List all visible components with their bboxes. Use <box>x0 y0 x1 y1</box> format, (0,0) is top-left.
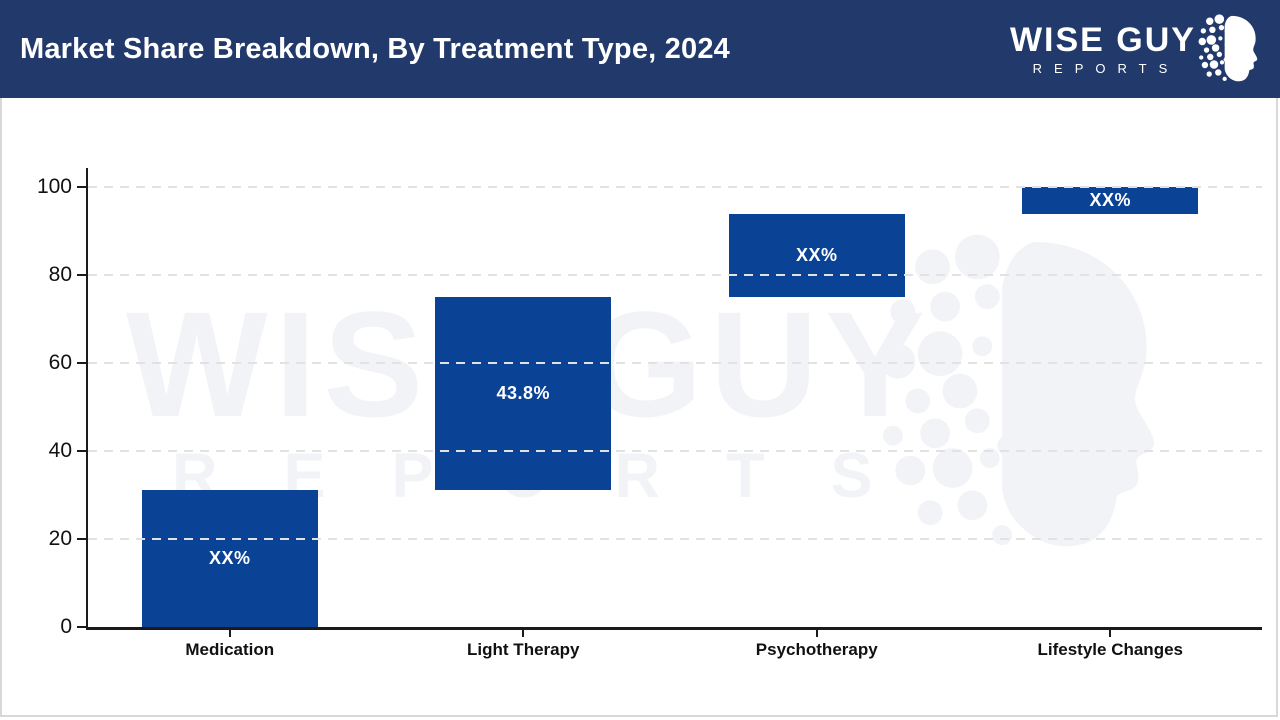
x-tickmark-4 <box>1109 630 1112 637</box>
x-tick-label-psychotherapy: Psychotherapy <box>755 640 878 659</box>
wiseguy-logo: WISE GUY REPORTS <box>1010 10 1262 88</box>
bar-lifestyle-changes: XX% <box>1022 187 1199 214</box>
y-tick-label-20: 20 <box>48 527 72 550</box>
page-title: Market Share Breakdown, By Treatment Typ… <box>20 32 730 65</box>
y-tickmark-0 <box>77 626 86 628</box>
y-tick-label-0: 0 <box>60 615 72 638</box>
bar-medication: XX% <box>141 489 318 627</box>
y-tick-label-100: 100 <box>36 175 72 198</box>
y-tickmark-40 <box>77 450 86 452</box>
wiseguy-head-icon <box>1198 14 1258 82</box>
x-tickmark-3 <box>815 630 818 637</box>
bar-value-label: XX% <box>1089 189 1132 210</box>
x-tick-label-light-therapy: Light Therapy <box>467 640 580 659</box>
logo-text: WISE GUY REPORTS <box>1010 23 1196 75</box>
x-tickmark-2 <box>522 630 525 637</box>
x-tick-label-lifestyle-changes: Lifestyle Changes <box>1037 640 1184 659</box>
y-tick-label-40: 40 <box>48 439 72 462</box>
y-tickmark-100 <box>77 186 86 188</box>
bar-value-label: XX% <box>795 244 838 265</box>
gridline-80 <box>88 274 1262 276</box>
y-tick-label-60: 60 <box>48 351 72 374</box>
y-tickmark-80 <box>77 274 86 276</box>
gridline-20 <box>88 538 1262 540</box>
y-tickmark-20 <box>77 538 86 540</box>
gridline-60 <box>88 362 1262 364</box>
logo-sub-text: REPORTS <box>1032 61 1180 76</box>
header-bar: Market Share Breakdown, By Treatment Typ… <box>0 0 1280 98</box>
bar-value-label: XX% <box>208 547 251 568</box>
x-tick-label-medication: Medication <box>185 640 275 659</box>
x-axis-spine <box>86 627 1262 630</box>
x-tickmark-1 <box>228 630 231 637</box>
bar-light-therapy: 43.8% <box>435 297 612 490</box>
y-tickmark-60 <box>77 362 86 364</box>
logo-brand-text: WISE GUY <box>1009 21 1196 59</box>
bar-psychotherapy: XX% <box>728 213 905 297</box>
gridline-40 <box>88 450 1262 452</box>
bar-value-label: 43.8% <box>496 382 551 403</box>
gridline-100 <box>88 186 1262 188</box>
y-tick-label-80: 80 <box>48 263 72 286</box>
y-axis-spine <box>86 168 88 630</box>
